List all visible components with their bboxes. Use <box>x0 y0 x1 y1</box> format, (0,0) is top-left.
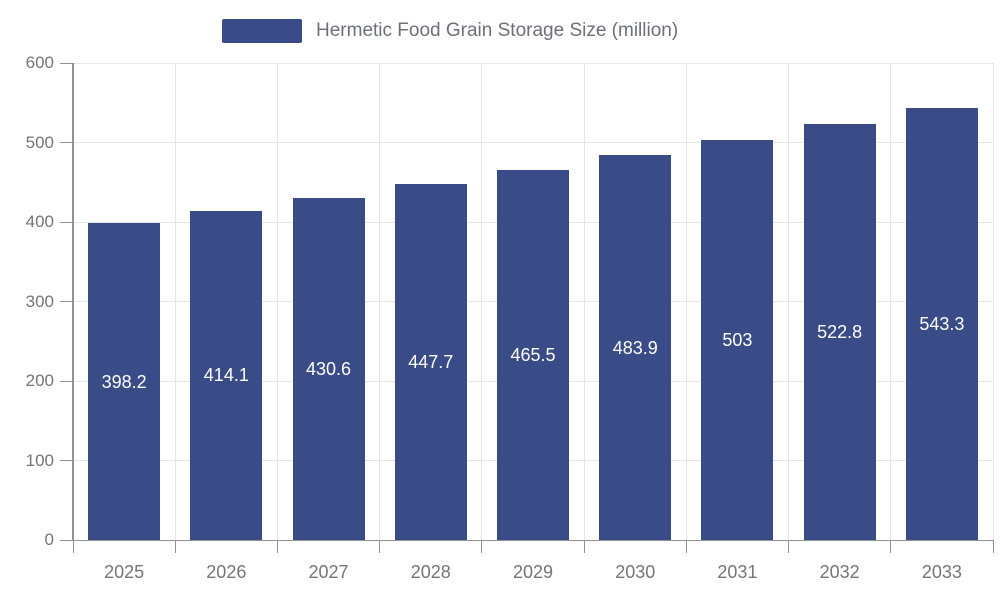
bar[interactable] <box>394 184 467 540</box>
x-gridline <box>379 63 381 540</box>
bar[interactable] <box>599 155 672 540</box>
x-axis-label: 2028 <box>410 562 451 582</box>
x-axis-label: 2030 <box>615 562 656 582</box>
bar[interactable] <box>803 124 876 540</box>
bar[interactable] <box>88 223 161 540</box>
bar-value-label: 503 <box>722 330 753 351</box>
y-gridline <box>73 142 993 143</box>
bar-value-label: 430.6 <box>306 358 352 379</box>
y-axis-label: 100 <box>25 450 54 470</box>
x-axis-label: 2025 <box>104 562 145 582</box>
x-axis-label: 2032 <box>819 562 860 582</box>
x-gridline <box>685 63 687 540</box>
bar-value-label: 447.7 <box>408 352 454 373</box>
y-axis-label: 200 <box>25 371 54 390</box>
x-gridline <box>174 63 176 540</box>
bar[interactable] <box>292 197 365 540</box>
x-gridline <box>890 63 892 540</box>
bar-value-label: 483.9 <box>612 337 658 358</box>
legend-swatch <box>222 19 302 43</box>
x-gridline <box>481 63 483 540</box>
x-axis-tick <box>583 540 585 553</box>
x-axis-tick <box>992 540 994 553</box>
y-gridline <box>73 62 993 64</box>
y-axis-label: 300 <box>25 291 54 311</box>
y-axis-tick <box>60 221 73 223</box>
x-axis-label: 2031 <box>717 562 758 582</box>
bar-value-label: 522.8 <box>817 322 863 343</box>
x-axis-tick <box>379 540 381 553</box>
x-axis-tick <box>685 540 687 553</box>
x-axis-label: 2029 <box>512 562 553 582</box>
bar[interactable] <box>497 169 569 540</box>
x-axis-label: 2027 <box>308 562 349 582</box>
x-axis-line <box>73 539 993 541</box>
bar[interactable] <box>905 108 978 540</box>
x-axis-tick <box>481 540 483 553</box>
y-axis-label: 500 <box>25 132 54 152</box>
x-gridline <box>276 63 278 540</box>
y-axis-tick <box>60 539 73 541</box>
y-axis-tick <box>60 301 73 302</box>
y-axis-label: 0 <box>44 530 54 549</box>
legend-item[interactable]: Hermetic Food Grain Storage Size (millio… <box>222 19 678 43</box>
bar-value-label: 398.2 <box>101 371 147 392</box>
y-axis-tick <box>60 62 73 64</box>
y-axis-label: 600 <box>25 53 54 72</box>
y-axis-tick <box>60 460 73 461</box>
bar-value-label: 465.5 <box>510 344 556 365</box>
bar[interactable] <box>701 140 774 540</box>
x-axis-tick <box>174 540 176 553</box>
y-axis-line <box>72 63 74 540</box>
x-axis-tick <box>788 540 790 553</box>
x-gridline <box>788 63 790 540</box>
y-axis-label: 400 <box>25 212 54 231</box>
y-axis-tick <box>60 380 73 382</box>
bar-value-label: 414.1 <box>203 365 249 386</box>
x-axis-label: 2026 <box>206 562 247 582</box>
bar-value-label: 543.3 <box>919 314 965 335</box>
y-axis-tick <box>60 142 73 143</box>
legend-label: Hermetic Food Grain Storage Size (millio… <box>316 20 679 41</box>
x-axis-tick <box>72 540 74 553</box>
x-gridline <box>992 63 994 540</box>
bar[interactable] <box>190 210 263 540</box>
x-gridline <box>583 63 585 540</box>
x-axis-label: 2033 <box>921 562 962 582</box>
x-axis-tick <box>890 540 892 553</box>
x-axis-tick <box>276 540 278 553</box>
